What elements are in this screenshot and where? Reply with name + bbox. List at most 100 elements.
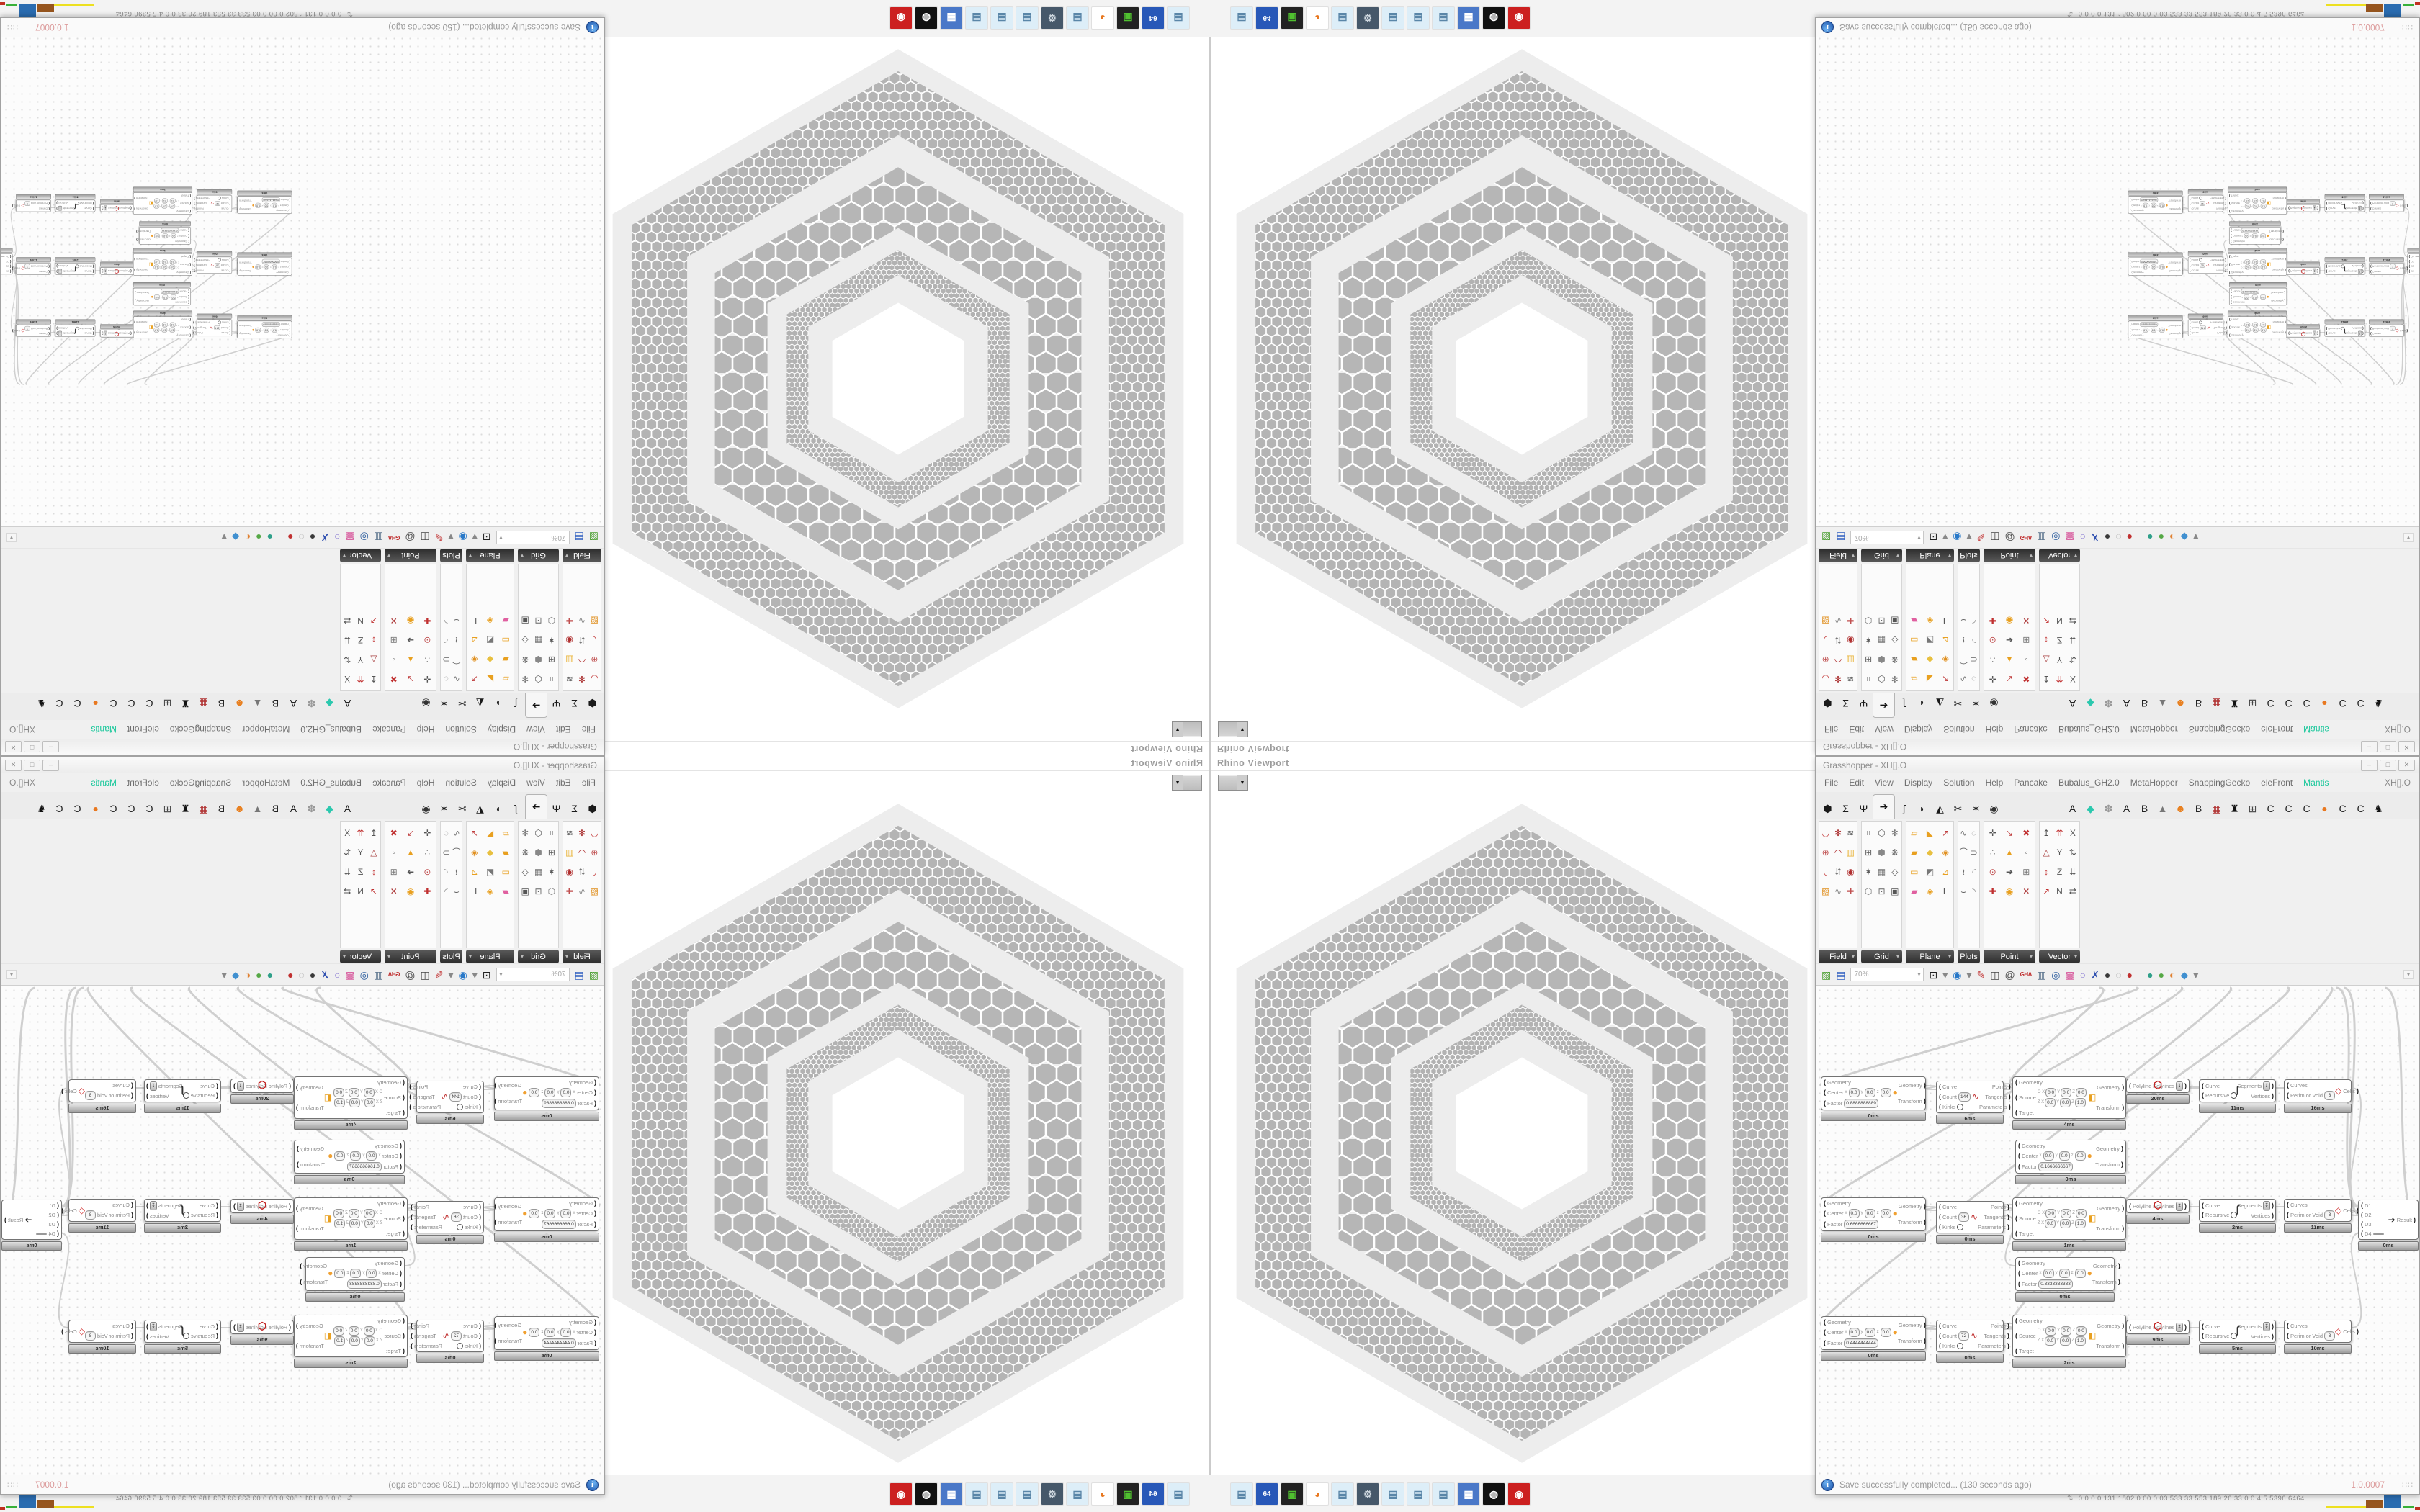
gh-node-divide-curve[interactable]: (Curve(Count 144 ∿(Kinks Points) Tangents) Pa… bbox=[193, 313, 233, 336]
component-icon[interactable]: ▥ bbox=[1846, 654, 1855, 665]
palette-group-label-grid[interactable]: Grid ▾ bbox=[1861, 950, 1902, 963]
input-port[interactable]: ( bbox=[188, 234, 189, 238]
taskbar-icon-red-app[interactable]: ◉ bbox=[1507, 1482, 1531, 1506]
value-capsule[interactable]: 0.0 bbox=[161, 203, 168, 209]
output-port[interactable]: ) bbox=[300, 1262, 302, 1270]
toolbar-scroll-button[interactable]: ▾ bbox=[2403, 970, 2414, 979]
component-icon[interactable]: N bbox=[2056, 616, 2063, 626]
input-port[interactable]: ( bbox=[1824, 1099, 1826, 1107]
input-port[interactable]: ( bbox=[403, 1200, 405, 1207]
menu-item-elefront[interactable]: eleFront bbox=[127, 724, 159, 734]
menu-item-bubalus_gh2.0[interactable]: Bubalus_GH2.0 bbox=[300, 724, 362, 734]
gh-node-cells[interactable]: (Curves(Perim or Void 3 ◇ Cells) 10ms bbox=[61, 1320, 136, 1354]
input-port[interactable]: ( bbox=[216, 1092, 218, 1099]
gh-node-scale[interactable]: (Geometry(Center x 0.0 y 0.0 z 0.0 ●(Factor 0.44… bbox=[2128, 190, 2183, 214]
component-icon[interactable]: ▭ bbox=[501, 635, 510, 646]
input-port[interactable]: ( bbox=[131, 1081, 133, 1089]
zoom-level-select[interactable]: 70% ▾ bbox=[1850, 968, 1924, 981]
output-port[interactable]: ) bbox=[2284, 299, 2286, 303]
component-icon[interactable]: ✻ bbox=[521, 674, 529, 685]
input-port[interactable]: ( bbox=[2287, 1081, 2289, 1089]
input-port[interactable]: ( bbox=[2129, 323, 2131, 327]
component-icon[interactable]: ⇈ bbox=[2056, 827, 2063, 838]
menu-item-file[interactable]: File bbox=[581, 778, 596, 788]
gh-node-polylines[interactable]: ⬡(Polyline Polylines ↧) 20ms bbox=[2126, 1079, 2190, 1104]
toolbar-zoom-extents-menu[interactable]: ▾ bbox=[1942, 968, 1948, 981]
input-port[interactable]: ( bbox=[2129, 203, 2131, 207]
input-port[interactable]: ( bbox=[130, 331, 132, 336]
input-port[interactable]: ( bbox=[9, 259, 12, 264]
maximize-button[interactable]: □ bbox=[2380, 759, 2396, 771]
toolbar-galapagos[interactable]: ○ bbox=[2079, 531, 2087, 544]
value-capsule[interactable]: 0.6666666667 bbox=[1844, 1220, 1878, 1229]
input-port[interactable]: ( bbox=[2202, 1332, 2204, 1339]
component-icon[interactable]: ⬢ bbox=[534, 847, 542, 858]
value-capsule[interactable]: 0.0 bbox=[2244, 327, 2251, 333]
menu-item-solution[interactable]: Solution bbox=[445, 778, 477, 788]
input-port[interactable]: ( bbox=[2361, 1220, 2363, 1228]
value-capsule[interactable]: 0.0 bbox=[171, 233, 176, 239]
bake-button[interactable]: ↧ bbox=[2313, 330, 2317, 336]
component-icon[interactable]: ▱ bbox=[1911, 827, 1918, 838]
value-capsule[interactable]: 0.0 bbox=[2151, 327, 2156, 333]
output-port[interactable]: ) bbox=[2007, 1223, 2009, 1230]
component-tab-plugin[interactable]: ▦ bbox=[2211, 802, 2222, 814]
output-port[interactable]: ) bbox=[2272, 1212, 2274, 1219]
component-icon[interactable]: ◜ bbox=[1972, 635, 1976, 646]
input-port[interactable]: ( bbox=[400, 1152, 402, 1159]
component-icon[interactable]: ⌒ bbox=[1959, 654, 1968, 665]
gh-node-scale[interactable]: (Geometry(Center x 0.0 y 0.0 z 0.0 ●(Factor 0.66… bbox=[237, 252, 292, 276]
value-capsule[interactable]: 0.0 bbox=[560, 1209, 572, 1218]
component-tab-plugin[interactable]: ▲ bbox=[2157, 803, 2168, 814]
component-tab-params[interactable]: ⬢ bbox=[1823, 802, 1832, 814]
output-port[interactable]: ) bbox=[237, 332, 239, 336]
component-icon[interactable]: ⊕ bbox=[591, 654, 599, 665]
input-port[interactable]: ( bbox=[1824, 1200, 1826, 1207]
component-icon[interactable]: ⌒ bbox=[1959, 847, 1968, 858]
input-port[interactable]: ( bbox=[479, 1203, 481, 1210]
input-port[interactable]: ( bbox=[48, 332, 50, 336]
component-icon[interactable]: ◝ bbox=[1972, 616, 1976, 626]
palette-group-label-vector[interactable]: Vector ▾ bbox=[2039, 549, 2080, 562]
input-port[interactable]: ( bbox=[289, 203, 291, 207]
output-port[interactable]: ) bbox=[2007, 1203, 2009, 1211]
input-port[interactable]: ( bbox=[229, 320, 231, 325]
bake-button[interactable]: ↧ bbox=[103, 330, 107, 336]
component-icon[interactable]: ◇ bbox=[521, 866, 529, 877]
component-icon[interactable]: ◈ bbox=[1942, 654, 1949, 665]
toolbar-preview-mode-menu[interactable]: ▾ bbox=[2193, 968, 2199, 981]
output-port[interactable]: ) bbox=[411, 1341, 413, 1349]
menu-item-metahopper[interactable]: MetaHopper bbox=[2130, 724, 2178, 734]
value-capsule[interactable]: 0.0 bbox=[333, 1326, 345, 1336]
gh-node-orient[interactable]: (Geometry(Source O X 0.0 Y 0.0 Z 0.0 Z X 0.0 Y 0.0… bbox=[2012, 1315, 2126, 1368]
component-icon[interactable]: ➔ bbox=[406, 635, 415, 646]
output-port[interactable]: ) bbox=[2118, 1262, 2120, 1270]
component-tab-plugin[interactable]: ⊞ bbox=[2248, 802, 2257, 814]
input-port[interactable]: ( bbox=[2231, 289, 2232, 294]
component-icon[interactable]: ✶ bbox=[547, 635, 555, 646]
output-port[interactable]: ) bbox=[193, 320, 194, 325]
palette-group-label-field[interactable]: Field ▾ bbox=[1819, 549, 1857, 562]
menu-item-view[interactable]: View bbox=[526, 778, 545, 788]
component-icon[interactable]: ◣ bbox=[486, 827, 494, 838]
output-port[interactable]: ) bbox=[295, 1322, 298, 1330]
toolbar-cluster-bag[interactable]: ▩ bbox=[345, 968, 355, 981]
component-icon[interactable]: ▥ bbox=[565, 654, 574, 665]
input-port[interactable]: ( bbox=[289, 270, 291, 275]
viewport-mode-dropdown[interactable]: ▼ bbox=[1172, 721, 1202, 737]
value-capsule[interactable]: 1.0 bbox=[2074, 1219, 2086, 1228]
input-port[interactable]: ( bbox=[2231, 234, 2232, 238]
bake-button[interactable]: ↧ bbox=[237, 1322, 244, 1332]
value-capsule[interactable]: 144 bbox=[2199, 325, 2206, 330]
component-icon[interactable]: ⇅ bbox=[2069, 847, 2076, 858]
palette-group-label-grid[interactable]: Grid ▾ bbox=[1861, 549, 1902, 562]
input-port[interactable]: ( bbox=[188, 239, 189, 243]
component-icon[interactable]: ▰ bbox=[502, 886, 509, 896]
gh-node-merge[interactable]: (D1(D2(D3(D4 ➔Result)0ms bbox=[1, 248, 13, 275]
toolbar-save-definition[interactable]: ▤ bbox=[1836, 531, 1846, 544]
bake-button[interactable]: ↧ bbox=[2357, 330, 2362, 336]
component-icon[interactable]: ▨ bbox=[1821, 886, 1830, 896]
component-tab-plugin[interactable]: A bbox=[290, 698, 297, 709]
component-icon[interactable]: ◦ bbox=[392, 847, 395, 858]
value-capsule[interactable]: 0.0 bbox=[348, 1326, 359, 1336]
